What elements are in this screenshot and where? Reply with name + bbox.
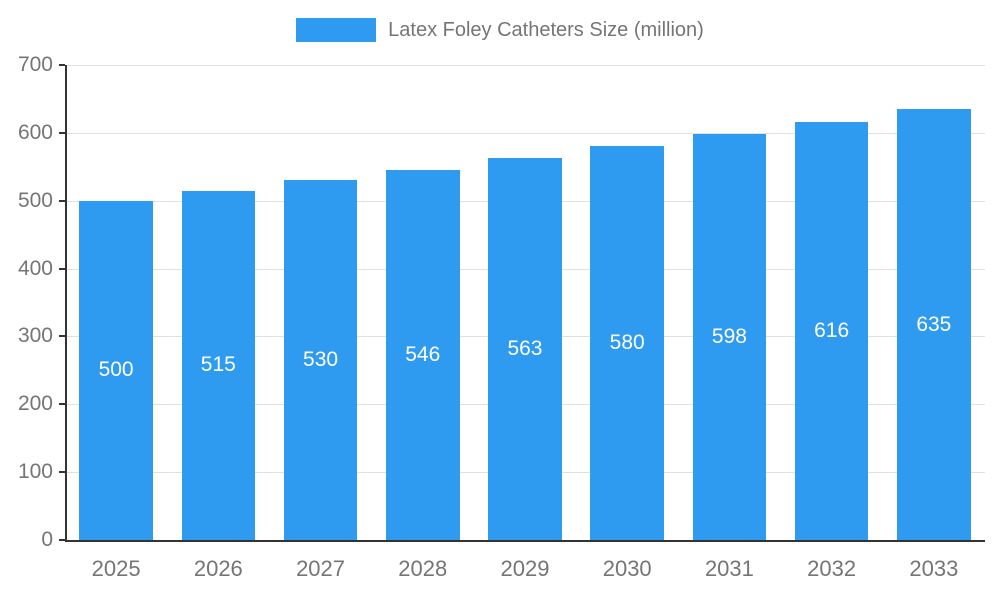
bar-2032[interactable]: 616: [794, 122, 869, 540]
x-tick-label-2032: 2032: [807, 556, 857, 581]
x-axis-labels: 2025 2026 2027 2028 2029 2030 2031 2032 2033: [65, 556, 985, 582]
legend-swatch-icon: [296, 18, 377, 42]
y-axis-line: [65, 65, 67, 542]
bar-2027[interactable]: 530: [283, 180, 358, 540]
y-tick-mark-200: [59, 403, 65, 406]
bar-2029[interactable]: 563: [488, 157, 562, 540]
gridline-700: [65, 65, 985, 66]
x-tick-label-2029: 2029: [500, 556, 550, 581]
bar-value-label: 530: [303, 348, 339, 372]
bar-value-label: 546: [405, 342, 441, 366]
y-tick-label-400: 400: [17, 256, 53, 280]
bar-value-label: 580: [609, 331, 645, 355]
plot-area: 0 100 200 300 400 500 600 700 500 515 530 546 563 58…: [18, 53, 985, 551]
bar-2026[interactable]: 515: [181, 190, 256, 540]
bar-value-label: 563: [507, 336, 543, 360]
x-tick-label-2031: 2031: [704, 556, 754, 581]
bar-slot-2026: 515: [167, 65, 269, 540]
y-tick-label-100: 100: [17, 460, 53, 484]
bar-value-label: 616: [814, 319, 850, 342]
y-tick-label-700: 700: [17, 53, 53, 76]
x-tick-label-2030: 2030: [602, 556, 652, 581]
bar-2025[interactable]: 500: [79, 200, 153, 540]
bar-2031[interactable]: 598: [692, 134, 767, 540]
legend-label: Latex Foley Catheters Size (million): [388, 18, 704, 41]
bar-slot-2030: 580: [576, 65, 678, 540]
gridline-600: [65, 132, 985, 134]
y-tick-label-600: 600: [17, 120, 53, 144]
y-tick-label-0: 0: [41, 528, 53, 551]
bar-2033[interactable]: 635: [897, 109, 971, 540]
y-tick-label-300: 300: [17, 324, 53, 348]
y-tick-mark-700: [59, 64, 65, 66]
x-tick-label-2026: 2026: [193, 556, 243, 581]
x-tick-label-2028: 2028: [398, 556, 448, 581]
bar-slot-2032: 616: [781, 65, 883, 540]
bar-slot-2031: 598: [678, 65, 780, 540]
bar-slot-2028: 546: [372, 65, 474, 540]
x-tick-label-2033: 2033: [909, 556, 959, 581]
bar-2030[interactable]: 580: [590, 146, 664, 540]
bar-slot-2033: 635: [883, 65, 985, 540]
y-tick-label-200: 200: [17, 392, 53, 416]
bar-value-label: 635: [916, 312, 952, 336]
bar-slot-2029: 563: [474, 65, 576, 540]
x-tick-label-2025: 2025: [91, 556, 141, 581]
x-axis-line: [65, 540, 985, 542]
y-tick-mark-100: [59, 471, 65, 474]
y-tick-mark-0: [59, 539, 65, 541]
x-tick-label-2027: 2027: [296, 556, 346, 581]
chart-legend: Latex Foley Catheters Size (million): [0, 18, 1000, 42]
bar-value-label: 515: [200, 353, 236, 377]
bar-2028[interactable]: 546: [385, 169, 460, 540]
y-tick-label-500: 500: [17, 188, 53, 212]
bar-slot-2027: 530: [269, 65, 371, 540]
bars-container: 500 515 530 546 563 580 598 616 635: [65, 65, 985, 540]
bar-value-label: 500: [98, 358, 134, 382]
bar-value-label: 598: [711, 325, 747, 349]
y-tick-mark-500: [59, 199, 65, 202]
y-tick-mark-300: [59, 335, 65, 338]
bar-slot-2025: 500: [65, 65, 167, 540]
y-tick-mark-600: [59, 131, 65, 134]
y-tick-mark-400: [59, 267, 65, 270]
